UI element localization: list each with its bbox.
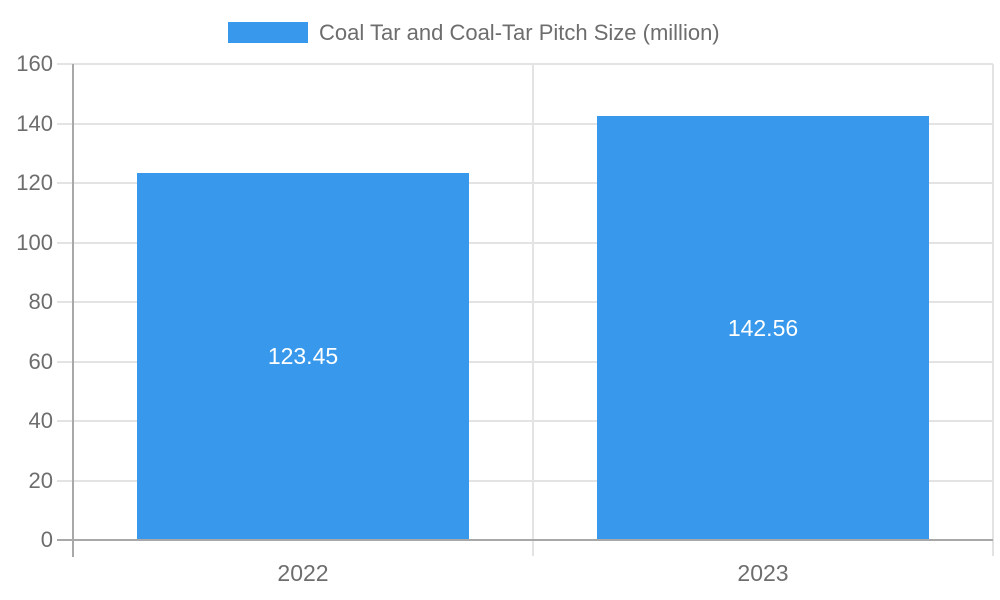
x-axis-line	[57, 539, 993, 541]
y-axis-tick-label: 100	[16, 229, 53, 255]
y-axis-line	[72, 64, 74, 557]
bar-2023[interactable]	[597, 115, 929, 540]
gridline-y	[57, 360, 993, 363]
y-axis-tick-label: 60	[28, 348, 53, 374]
gridline-x	[992, 64, 994, 556]
gridline-y	[57, 420, 993, 422]
legend[interactable]: Coal Tar and Coal-Tar Pitch Size (millio…	[228, 20, 720, 45]
gridline-y	[57, 479, 993, 482]
gridline-y	[57, 182, 993, 184]
y-axis-tick-label: 0	[40, 527, 53, 552]
x-axis-tick-label: 2022	[277, 560, 329, 586]
y-axis-tick-label: 80	[28, 289, 53, 314]
bar-value-label: 142.56	[727, 314, 799, 341]
bar-value-label: 123.45	[267, 343, 339, 370]
y-axis-tick-label: 140	[16, 110, 53, 136]
y-axis-tick-label: 40	[28, 408, 53, 433]
gridline-y	[57, 63, 993, 65]
legend-swatch	[228, 22, 308, 43]
gridline-y	[57, 241, 993, 244]
gridline-y	[57, 301, 993, 303]
y-axis-tick-label: 20	[28, 467, 53, 493]
y-axis-tick-label: 120	[16, 170, 53, 195]
legend-label: Coal Tar and Coal-Tar Pitch Size (millio…	[319, 19, 720, 45]
gridline-y	[57, 122, 993, 125]
x-axis-tick-label: 2023	[737, 560, 789, 586]
gridline-x	[532, 64, 534, 556]
bar-2022[interactable]	[137, 172, 469, 540]
y-axis-tick-label: 160	[16, 51, 53, 76]
